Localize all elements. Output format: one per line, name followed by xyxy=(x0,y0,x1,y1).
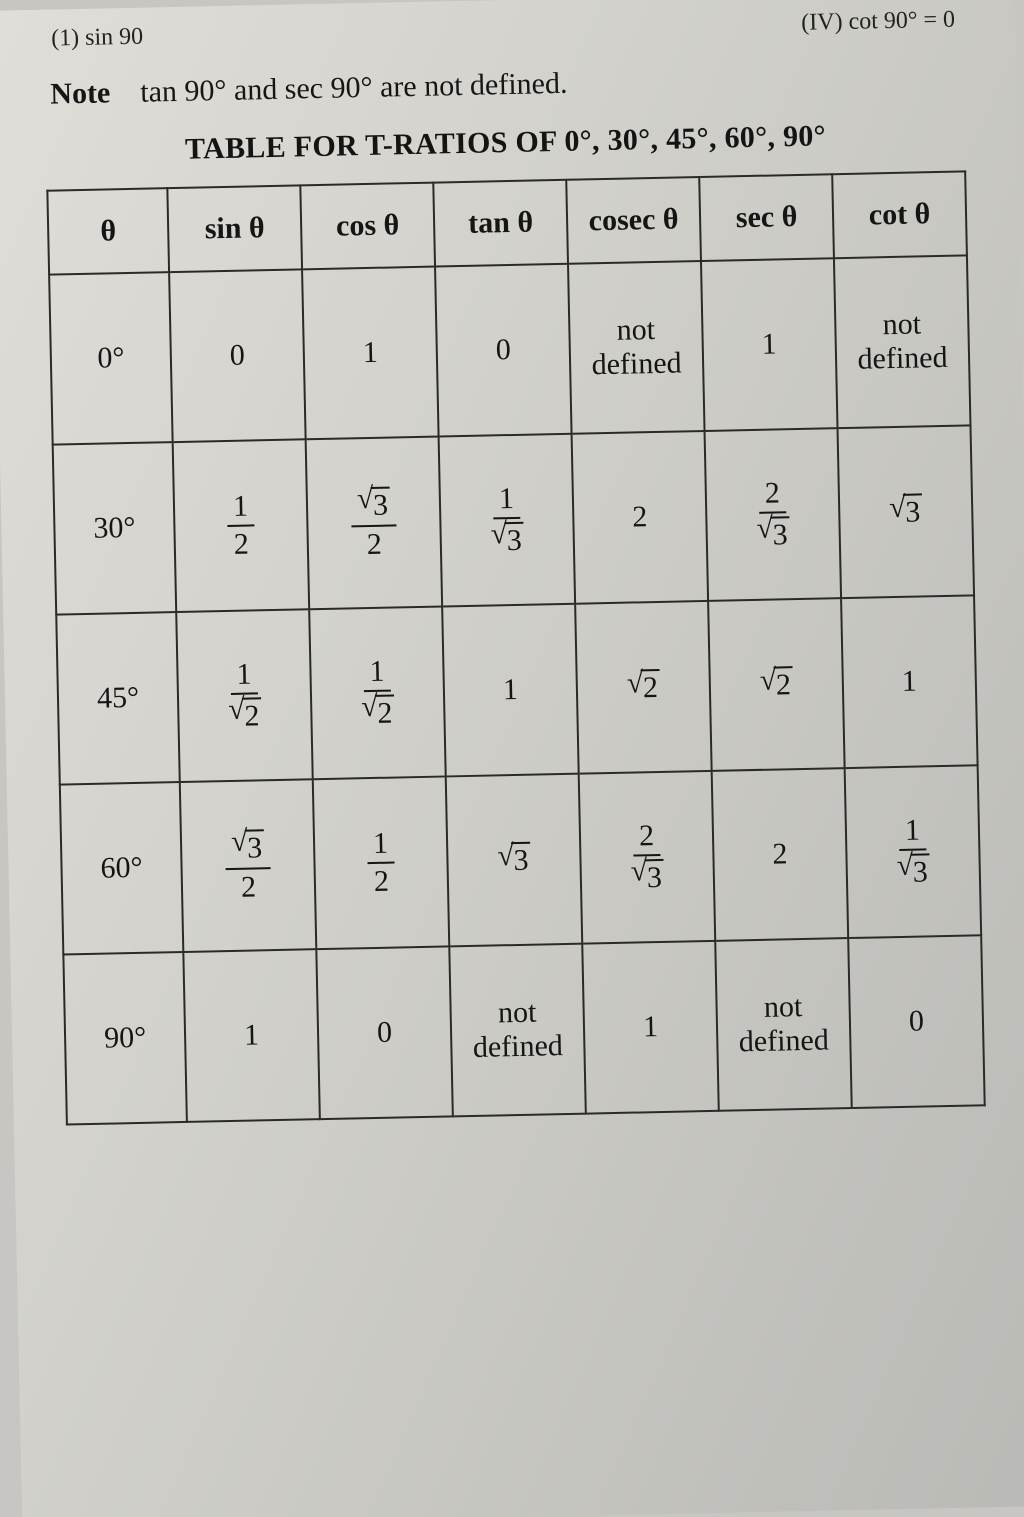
value-cell: 2 xyxy=(712,768,849,941)
value-cell: 1 xyxy=(442,604,579,777)
value-cell: 32 xyxy=(180,779,317,952)
col-cot: cot θ xyxy=(832,171,967,258)
value-cell: 13 xyxy=(845,765,982,938)
table-row: 90°10notdefined1notdefined0 xyxy=(63,935,984,1124)
table-row: 60°3212323213 xyxy=(60,765,981,954)
table-body: 0°010notdefined1notdefined30°12321322334… xyxy=(49,255,985,1124)
col-tan: tan θ xyxy=(433,180,568,267)
col-sec: sec θ xyxy=(699,174,834,261)
table-row: 0°010notdefined1notdefined xyxy=(49,255,970,444)
page: (1) sin 90 (IV) cot 90° = 0 Note tan 90°… xyxy=(0,0,1024,1517)
value-cell: notdefined xyxy=(834,255,971,428)
note-text: tan 90° and sec 90° are not defined. xyxy=(140,67,568,110)
value-cell: 2 xyxy=(575,601,712,774)
note-row: Note tan 90° and sec 90° are not defined… xyxy=(32,58,977,112)
value-cell: 1 xyxy=(183,949,320,1122)
value-cell: 0 xyxy=(169,269,306,442)
angle-cell: 45° xyxy=(56,612,180,784)
value-cell: 23 xyxy=(579,771,716,944)
angle-cell: 30° xyxy=(53,442,177,614)
value-cell: 1 xyxy=(701,258,838,431)
table-row: 30°1232132233 xyxy=(53,425,974,614)
value-cell: 2 xyxy=(572,431,709,604)
value-cell: 12 xyxy=(313,776,450,949)
col-sin: sin θ xyxy=(167,185,302,272)
note-label: Note xyxy=(50,76,111,111)
angle-cell: 90° xyxy=(63,952,187,1124)
value-cell: 0 xyxy=(435,264,572,437)
value-cell: 12 xyxy=(309,606,446,779)
angle-cell: 60° xyxy=(60,782,184,954)
value-cell: 1 xyxy=(582,941,719,1114)
value-cell: 12 xyxy=(173,439,310,612)
value-cell: 2 xyxy=(708,598,845,771)
value-cell: notdefined xyxy=(715,938,852,1111)
angle-cell: 0° xyxy=(49,272,173,444)
value-cell: 0 xyxy=(316,946,453,1119)
value-cell: notdefined xyxy=(568,261,705,434)
col-theta: θ xyxy=(47,188,169,274)
value-cell: 0 xyxy=(848,935,985,1108)
col-cos: cos θ xyxy=(300,183,435,270)
value-cell: 3 xyxy=(838,425,975,598)
value-cell: notdefined xyxy=(449,944,586,1117)
top-scrap-line: (1) sin 90 (IV) cot 90° = 0 xyxy=(31,0,976,60)
table-title: TABLE FOR T-RATIOS OF 0°, 30°, 45°, 60°,… xyxy=(33,116,978,170)
value-cell: 3 xyxy=(446,774,583,947)
value-cell: 13 xyxy=(439,434,576,607)
value-cell: 1 xyxy=(841,595,978,768)
value-cell: 12 xyxy=(176,609,313,782)
top-scrap-right: (IV) cot 90° = 0 xyxy=(801,6,955,36)
value-cell: 23 xyxy=(705,428,842,601)
tratio-table: θ sin θ cos θ tan θ cosec θ sec θ cot θ … xyxy=(46,170,985,1125)
table-row: 45°12121221 xyxy=(56,595,977,784)
top-scrap-left: (1) sin 90 xyxy=(51,23,144,52)
col-cosec: cosec θ xyxy=(566,177,701,264)
value-cell: 1 xyxy=(302,267,439,440)
value-cell: 32 xyxy=(306,437,443,610)
